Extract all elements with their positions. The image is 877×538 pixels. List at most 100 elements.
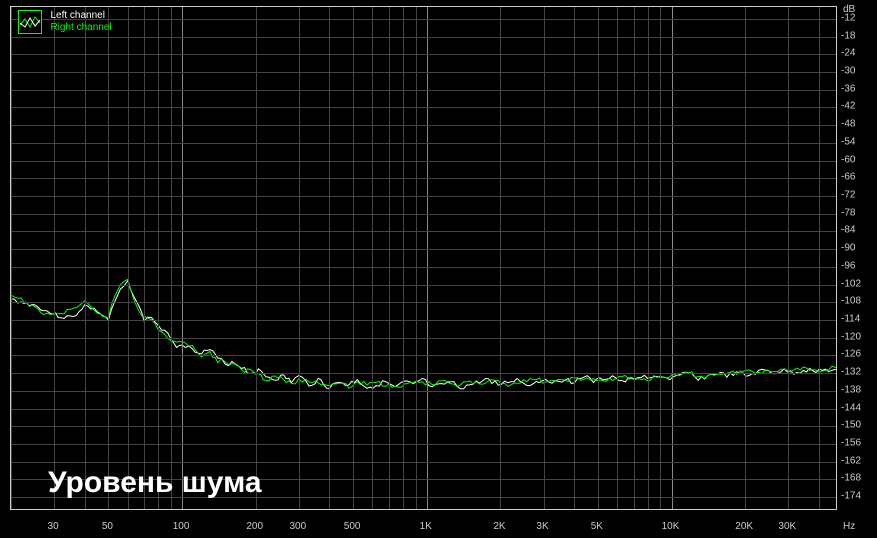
grid-h (11, 214, 836, 215)
x-tick-label: 2K (493, 521, 505, 532)
x-tick-label: 1K (420, 521, 432, 532)
y-tick-label: -12 (841, 12, 873, 23)
grid-v (171, 7, 172, 509)
grid-h (11, 462, 836, 463)
x-tick-label: 3K (536, 521, 548, 532)
grid-h (11, 409, 836, 410)
grid-h (11, 125, 836, 126)
grid-h (11, 320, 836, 321)
grid-h (11, 107, 836, 108)
x-tick-label: 300 (289, 521, 306, 532)
noise-spectrum-chart: Left channel Right channel Уровень шума … (0, 0, 877, 538)
grid-v (617, 7, 618, 509)
y-tick-label: -84 (841, 225, 873, 236)
y-tick-label: -96 (841, 260, 873, 271)
y-tick-label: -60 (841, 154, 873, 165)
grid-v (389, 7, 390, 509)
y-tick-label: -72 (841, 189, 873, 200)
grid-v (544, 7, 545, 509)
y-tick-label: -126 (841, 349, 873, 360)
y-tick-label: -138 (841, 384, 873, 395)
grid-v (11, 7, 12, 509)
grid-h (11, 426, 836, 427)
y-tick-label: -66 (841, 172, 873, 183)
grid-h (11, 444, 836, 445)
grid-v (372, 7, 373, 509)
grid-h (11, 178, 836, 179)
grid-v (329, 7, 330, 509)
x-tick-label: 30K (778, 521, 796, 532)
y-tick-label: -78 (841, 207, 873, 218)
grid-v (788, 7, 789, 509)
grid-v (598, 7, 599, 509)
x-tick-label: 10K (662, 521, 680, 532)
legend-labels: Left channel Right channel (50, 10, 111, 34)
x-tick-label: 500 (344, 521, 361, 532)
grid-h (11, 231, 836, 232)
grid-v (256, 7, 257, 509)
grid-v (427, 7, 428, 509)
y-tick-label: -114 (841, 314, 873, 325)
grid-v (299, 7, 300, 509)
grid-h (11, 391, 836, 392)
grid-v (144, 7, 145, 509)
grid-v (648, 7, 649, 509)
grid-h (11, 37, 836, 38)
grid-v (128, 7, 129, 509)
grid-h (11, 54, 836, 55)
grid-h (11, 143, 836, 144)
y-tick-label: -132 (841, 367, 873, 378)
x-axis-unit: Hz (843, 521, 855, 532)
x-tick-label: 100 (173, 521, 190, 532)
grid-v (672, 7, 673, 509)
grid-h (11, 285, 836, 286)
y-tick-label: -90 (841, 243, 873, 254)
legend-left-channel: Left channel (50, 10, 111, 22)
y-tick-label: -168 (841, 473, 873, 484)
grid-v (500, 7, 501, 509)
y-tick-label: -108 (841, 296, 873, 307)
legend-right-channel: Right channel (50, 22, 111, 34)
grid-h (11, 90, 836, 91)
grid-v (819, 7, 820, 509)
y-tick-label: -24 (841, 48, 873, 59)
y-tick-label: -102 (841, 278, 873, 289)
grid-v (54, 7, 55, 509)
grid-v (574, 7, 575, 509)
grid-v (745, 7, 746, 509)
y-tick-label: -174 (841, 491, 873, 502)
grid-v (634, 7, 635, 509)
grid-v (108, 7, 109, 509)
grid-v (353, 7, 354, 509)
grid-v (660, 7, 661, 509)
x-tick-label: 50 (102, 521, 113, 532)
y-tick-label: -156 (841, 438, 873, 449)
y-tick-label: -54 (841, 136, 873, 147)
x-tick-label: 30 (48, 521, 59, 532)
grid-h (11, 161, 836, 162)
x-tick-label: 5K (591, 521, 603, 532)
grid-h (11, 355, 836, 356)
grid-v (416, 7, 417, 509)
legend: Left channel Right channel (18, 10, 112, 34)
legend-icon (18, 10, 42, 34)
x-tick-label: 200 (246, 521, 263, 532)
y-tick-label: -30 (841, 65, 873, 76)
grid-v (182, 7, 183, 509)
y-tick-label: -144 (841, 402, 873, 413)
trace-right (11, 279, 836, 388)
grid-v (403, 7, 404, 509)
y-tick-label: -48 (841, 119, 873, 130)
y-tick-label: -42 (841, 101, 873, 112)
grid-h (11, 373, 836, 374)
plot-area (10, 6, 837, 510)
grid-h (11, 196, 836, 197)
y-tick-label: -162 (841, 455, 873, 466)
grid-h (11, 72, 836, 73)
y-tick-label: -150 (841, 420, 873, 431)
grid-h (11, 19, 836, 20)
x-tick-label: 20K (735, 521, 753, 532)
grid-v (85, 7, 86, 509)
grid-h (11, 267, 836, 268)
spectrum-traces (11, 7, 836, 509)
